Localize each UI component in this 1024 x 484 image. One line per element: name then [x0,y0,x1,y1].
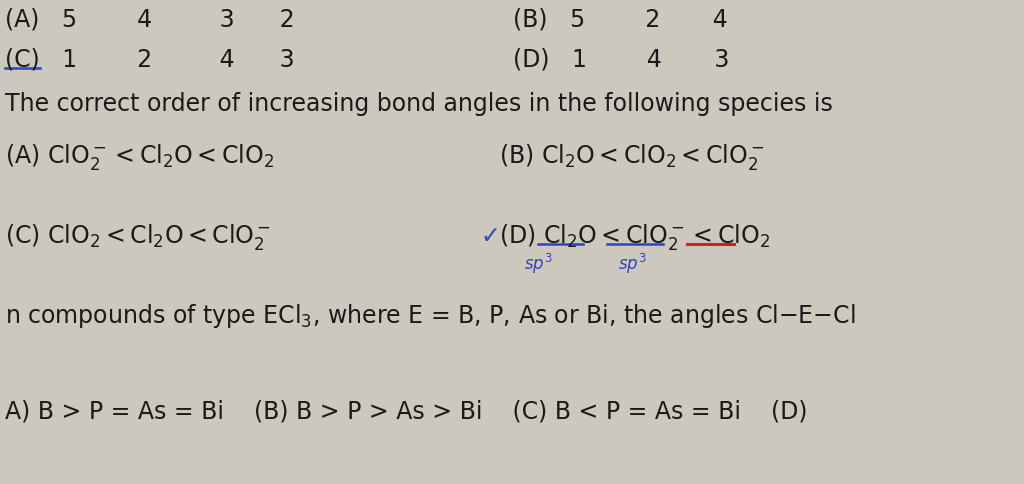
Text: (D) $\mathsf{Cl_2O < ClO_2^- < ClO_2}$: (D) $\mathsf{Cl_2O < ClO_2^- < ClO_2}$ [499,222,769,252]
Text: n compounds of type $\mathsf{ECl_3}$, where E = B, P, As or Bi, the angles Cl$-$: n compounds of type $\mathsf{ECl_3}$, wh… [5,302,855,330]
Text: (A)   5        4         3      2: (A) 5 4 3 2 [5,8,294,32]
Text: The correct order of increasing bond angles in the following species is: The correct order of increasing bond ang… [5,92,833,116]
Text: $\checkmark$: $\checkmark$ [479,222,498,246]
Text: (B) $\mathsf{Cl_2O < ClO_2 < ClO_2^-}$: (B) $\mathsf{Cl_2O < ClO_2 < ClO_2^-}$ [499,142,764,172]
Text: (A) $\mathsf{ClO_2^- < Cl_2O < ClO_2}$: (A) $\mathsf{ClO_2^- < Cl_2O < ClO_2}$ [5,142,273,172]
Text: (B)   5        2       4: (B) 5 2 4 [513,8,727,32]
Text: (C) $\mathsf{ClO_2 < Cl_2O < ClO_2^-}$: (C) $\mathsf{ClO_2 < Cl_2O < ClO_2^-}$ [5,222,270,252]
Text: $sp^3$: $sp^3$ [523,252,552,276]
Text: $sp^3$: $sp^3$ [617,252,646,276]
Text: (C)   1        2         4      3: (C) 1 2 4 3 [5,48,294,72]
Text: (D)   1        4       3: (D) 1 4 3 [513,48,729,72]
Text: A) B > P = As = Bi    (B) B > P > As > Bi    (C) B < P = As = Bi    (D): A) B > P = As = Bi (B) B > P > As > Bi (… [5,400,807,424]
